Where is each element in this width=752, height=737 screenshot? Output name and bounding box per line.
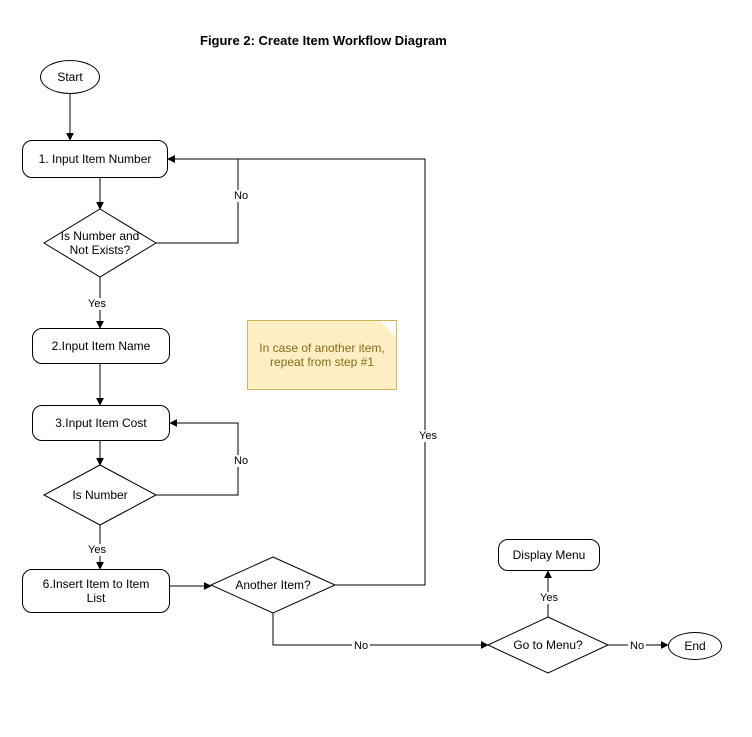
p1-node: 1. Input Item Number [22, 140, 168, 178]
edge-label-e_d2_yes: Yes [86, 544, 108, 556]
p2-node: 2.Input Item Name [32, 328, 170, 364]
edge-label-e_d1_no: No [232, 190, 250, 202]
edge-label-e_d2_no: No [232, 455, 250, 467]
start-node: Start [40, 60, 100, 94]
annotation-note: In case of another item,repeat from step… [247, 320, 397, 390]
menu-node: Display Menu [498, 539, 600, 571]
flowchart-container: { "diagram": { "type": "flowchart", "tit… [0, 0, 752, 737]
edge-label-e_d3_no: No [352, 640, 370, 652]
decision-d1: Is Number andNot Exists? [44, 209, 156, 277]
decision-d4: Go to Menu? [488, 617, 608, 673]
edge-label-e_d4_yes: Yes [538, 592, 560, 604]
edge-label-e_d4_no: No [628, 640, 646, 652]
end-node: End [668, 632, 722, 660]
edge-label-e_d1_yes: Yes [86, 298, 108, 310]
p3-node: 3.Input Item Cost [32, 405, 170, 441]
decision-d2: Is Number [44, 465, 156, 525]
p6-node: 6.Insert Item to ItemList [22, 569, 170, 613]
edge-label-e_d3_yes: Yes [417, 430, 439, 442]
decision-d3: Another Item? [211, 557, 335, 613]
